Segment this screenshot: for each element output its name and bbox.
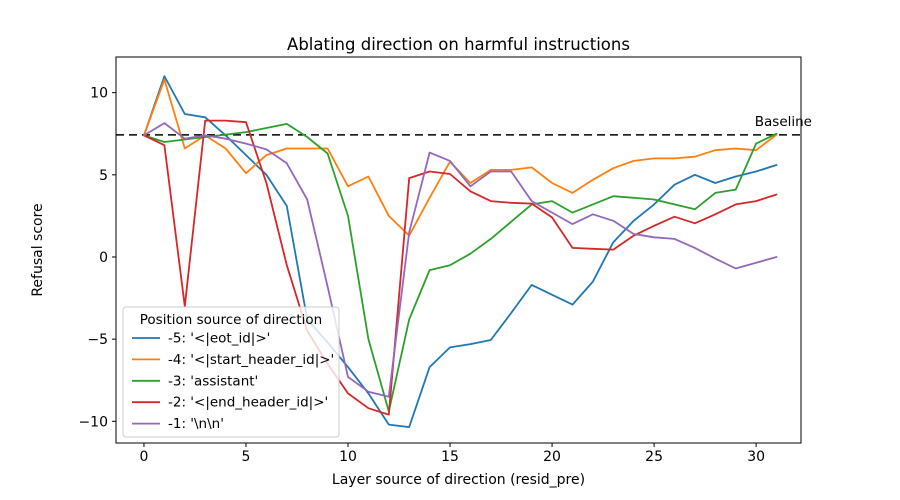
legend-item-eot-id: -5: '<|eot_id|>' [132,331,270,347]
y-tick-label: −5 [87,332,108,348]
series-line-eot-id [143,75,778,429]
x-tick-label: 10 [339,449,357,465]
legend-item-assistant: -3: 'assistant' [132,373,258,389]
baseline-annotation: Baseline [755,114,812,130]
legend-label: -4: '<|start_header_id|>' [168,352,334,368]
y-tick-label: 0 [99,250,108,266]
y-tick-label: −10 [78,414,108,430]
legend: Position source of direction -5: '<|eot_i… [122,306,340,438]
x-tick-label: 25 [645,449,663,465]
plot-frame [115,56,802,444]
series-line-start-header-id [143,78,778,237]
legend-label: -3: 'assistant' [168,373,258,389]
x-tick-label: 15 [441,449,459,465]
x-tick-label: 0 [139,449,148,465]
x-tick-label: 30 [747,449,765,465]
chart-title: Ablating direction on harmful instructio… [287,35,630,54]
x-axis-label: Layer source of direction (resid_pre) [332,472,585,488]
x-tick-label: 20 [543,449,561,465]
series-line-newlines [143,122,778,398]
legend-box [122,306,340,438]
y-axis-label: Refusal score [30,203,46,296]
series-line-end-header-id [143,119,778,416]
x-axis-ticks: 0 5 10 15 20 25 30 [139,443,765,465]
series-lines [143,75,778,429]
legend-item-start-header-id: -4: '<|start_header_id|>' [132,352,334,368]
legend-item-end-header-id: -2: '<|end_header_id|>' [132,395,328,411]
y-axis-ticks: −10 −5 0 5 10 [78,86,116,430]
legend-item-newlines: -1: '\n\n' [132,416,224,432]
legend-title: Position source of direction [140,312,322,328]
y-tick-label: 5 [99,168,108,184]
legend-label: -2: '<|end_header_id|>' [168,395,328,411]
legend-label: -1: '\n\n' [168,416,224,432]
y-tick-label: 10 [90,86,108,102]
x-tick-label: 5 [242,449,251,465]
legend-label: -5: '<|eot_id|>' [168,331,270,347]
